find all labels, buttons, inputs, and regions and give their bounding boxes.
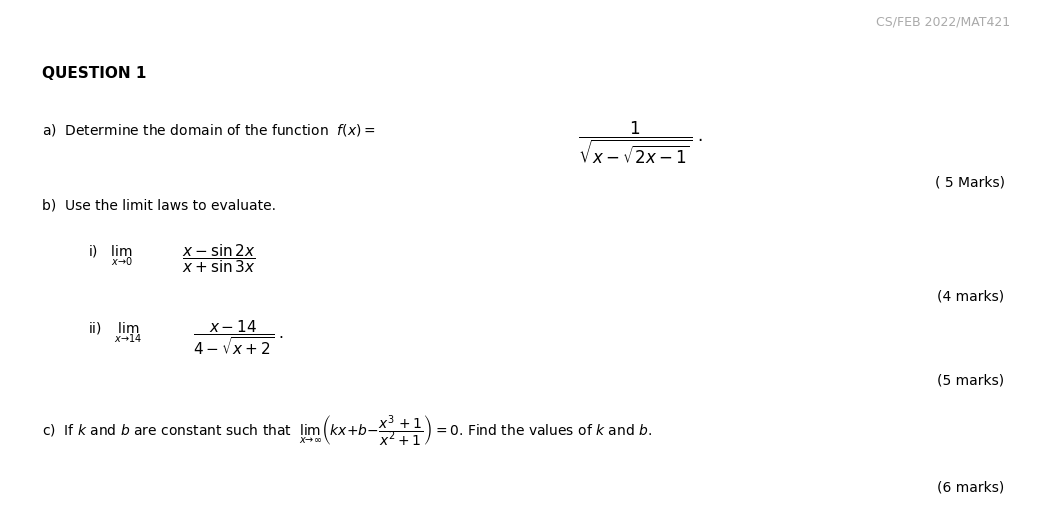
Text: $\dfrac{x - \sin 2x}{x + \sin 3x}$: $\dfrac{x - \sin 2x}{x + \sin 3x}$	[182, 242, 255, 275]
Text: (6 marks): (6 marks)	[937, 480, 1005, 494]
Text: $\dfrac{1}{\sqrt{x-\sqrt{2x-1}}}$ .: $\dfrac{1}{\sqrt{x-\sqrt{2x-1}}}$ .	[578, 119, 703, 166]
Text: c)  If $k$ and $b$ are constant such that  $\lim_{x \to \infty}\left(kx + b - \d: c) If $k$ and $b$ are constant such that…	[42, 414, 652, 449]
Text: CS/FEB 2022/MAT421: CS/FEB 2022/MAT421	[875, 15, 1010, 28]
Text: ii)   $\lim_{x \to 14}$: ii) $\lim_{x \to 14}$	[88, 320, 143, 344]
Text: (4 marks): (4 marks)	[938, 290, 1005, 304]
Text: (5 marks): (5 marks)	[938, 373, 1005, 388]
Text: $\dfrac{x - 14}{4 - \sqrt{x+2}}$ .: $\dfrac{x - 14}{4 - \sqrt{x+2}}$ .	[193, 319, 283, 357]
Text: ( 5 Marks): ( 5 Marks)	[935, 175, 1005, 189]
Text: i)   $\lim_{x \to 0}$: i) $\lim_{x \to 0}$	[88, 244, 133, 268]
Text: b)  Use the limit laws to evaluate.: b) Use the limit laws to evaluate.	[42, 198, 276, 212]
Text: a)  Determine the domain of the function  $f(x)=$: a) Determine the domain of the function …	[42, 122, 375, 138]
Text: QUESTION 1: QUESTION 1	[42, 66, 146, 81]
